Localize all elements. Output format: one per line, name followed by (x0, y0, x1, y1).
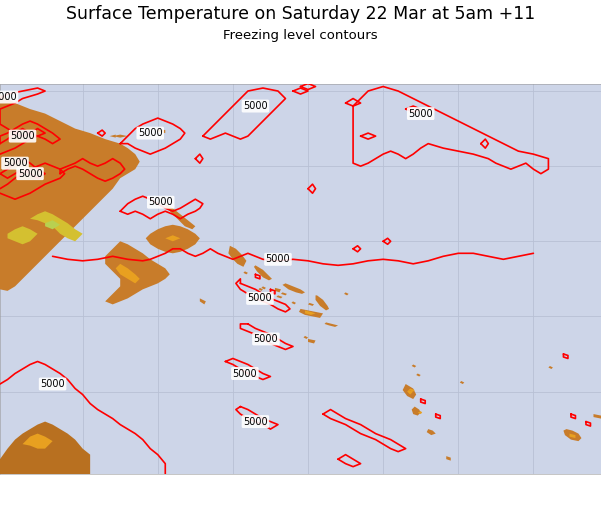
Polygon shape (0, 421, 90, 474)
Polygon shape (344, 292, 349, 296)
Polygon shape (564, 429, 581, 441)
Text: 5000: 5000 (148, 197, 173, 207)
Polygon shape (45, 220, 60, 229)
Polygon shape (593, 414, 601, 418)
Polygon shape (412, 407, 421, 416)
Polygon shape (157, 128, 165, 133)
Polygon shape (115, 264, 140, 283)
Polygon shape (200, 299, 206, 304)
Polygon shape (291, 301, 296, 304)
Text: Freezing level contours: Freezing level contours (223, 29, 378, 42)
Polygon shape (7, 226, 37, 244)
Polygon shape (266, 292, 270, 296)
Polygon shape (412, 364, 416, 368)
Polygon shape (282, 283, 305, 294)
Polygon shape (446, 456, 451, 461)
Polygon shape (243, 271, 248, 274)
Text: 5000: 5000 (0, 92, 17, 102)
Polygon shape (258, 288, 263, 291)
Text: 5000: 5000 (10, 131, 35, 141)
Polygon shape (165, 235, 180, 241)
Polygon shape (275, 288, 281, 292)
Polygon shape (305, 310, 316, 315)
Polygon shape (261, 286, 266, 289)
Text: 5000: 5000 (254, 334, 278, 344)
Polygon shape (308, 339, 316, 343)
Text: Surface Temperature on Saturday 22 Mar at 5am +11: Surface Temperature on Saturday 22 Mar a… (66, 5, 535, 23)
Polygon shape (308, 303, 314, 306)
Polygon shape (228, 246, 246, 267)
Text: 5000: 5000 (243, 416, 267, 427)
Text: 5000: 5000 (40, 379, 65, 389)
Polygon shape (113, 135, 128, 138)
Polygon shape (407, 390, 413, 395)
Polygon shape (416, 374, 421, 377)
Polygon shape (427, 429, 436, 435)
Polygon shape (418, 411, 422, 414)
Text: 5000: 5000 (243, 101, 267, 111)
Polygon shape (325, 322, 338, 327)
Polygon shape (165, 204, 195, 229)
Text: 5000: 5000 (248, 293, 272, 303)
Text: 5000: 5000 (138, 128, 162, 138)
Polygon shape (276, 296, 282, 299)
Text: 5000: 5000 (18, 169, 42, 179)
Polygon shape (254, 265, 272, 280)
Polygon shape (30, 211, 82, 241)
Polygon shape (569, 434, 576, 438)
Polygon shape (22, 434, 53, 449)
Polygon shape (409, 389, 415, 392)
Polygon shape (548, 366, 553, 369)
Text: 5000: 5000 (3, 158, 27, 168)
Polygon shape (316, 296, 329, 310)
Polygon shape (145, 225, 200, 253)
Text: 5000: 5000 (409, 108, 433, 119)
Text: 5000: 5000 (266, 254, 290, 264)
Polygon shape (299, 309, 323, 318)
Polygon shape (0, 94, 140, 291)
Text: 5000: 5000 (233, 369, 257, 378)
Polygon shape (109, 135, 115, 138)
Polygon shape (460, 381, 465, 384)
Polygon shape (304, 336, 308, 339)
Polygon shape (403, 384, 416, 399)
Polygon shape (105, 241, 170, 304)
Polygon shape (281, 292, 287, 296)
